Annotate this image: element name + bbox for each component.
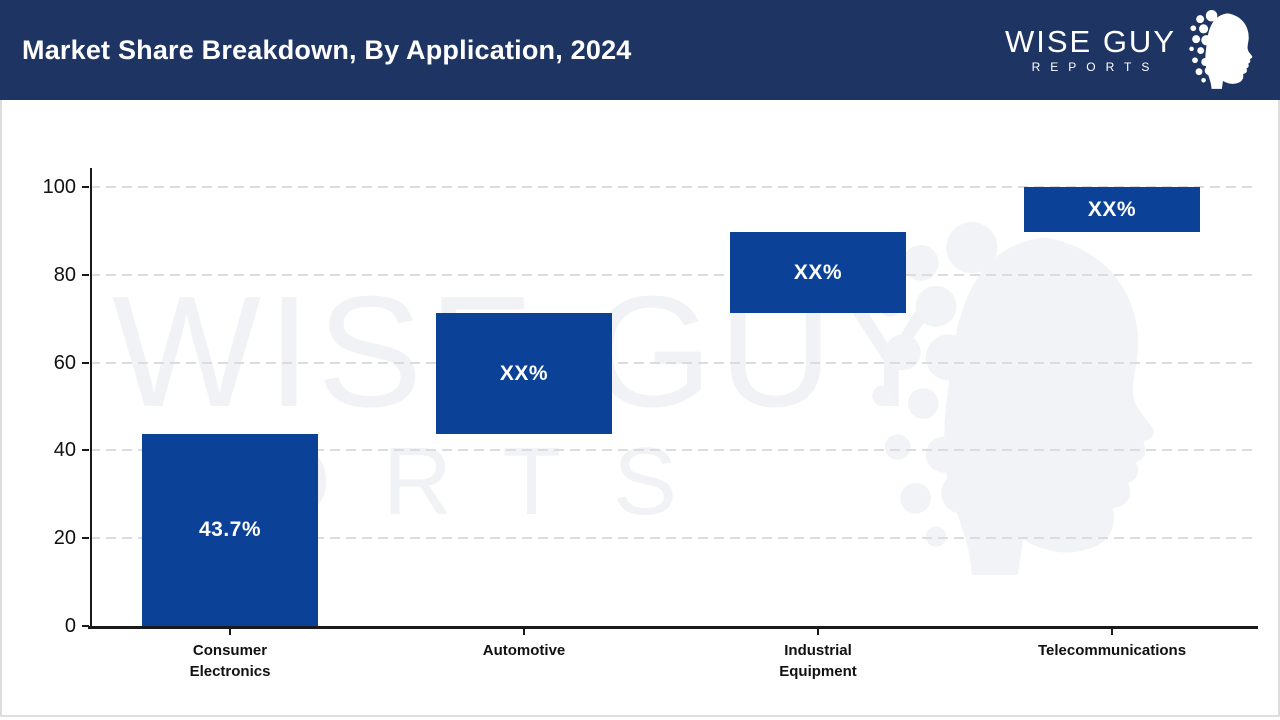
x-category-label: Telecommunications [1037, 642, 1187, 659]
y-tick-label: 60 [53, 351, 76, 374]
x-tick-mark [229, 629, 231, 635]
x-tick-mark [1111, 629, 1113, 635]
x-category-label: Consumer Electronics [189, 642, 271, 680]
x-category-label: Industrial Equipment [779, 642, 857, 680]
bar-value-label: XX% [793, 260, 843, 284]
y-tick-mark [82, 625, 89, 627]
bar-segment-3: XX% [730, 232, 906, 313]
x-tick-mark [817, 629, 819, 635]
x-axis-line [88, 626, 1258, 629]
y-tick-label: 0 [64, 615, 76, 637]
y-tick-mark [82, 361, 89, 364]
brand-name: WISE GUY [1004, 24, 1176, 59]
y-tick-mark [82, 273, 89, 276]
brand-logo: WISE GUY REPORTS [1005, 10, 1280, 90]
y-axis-line [90, 168, 92, 628]
bar-segment-2: XX% [436, 312, 612, 435]
y-tick-label: 40 [53, 439, 76, 462]
y-tick-label: 100 [42, 176, 76, 198]
bar-segment-1: 43.7% [142, 434, 318, 626]
gridline-20 [90, 537, 1258, 540]
y-tick-label: 20 [53, 527, 76, 550]
y-tick-mark [82, 537, 89, 540]
header-bar: Market Share Breakdown, By Application, … [0, 0, 1280, 100]
bar-value-label: XX% [499, 361, 549, 385]
watermark-head-icon [872, 222, 1154, 575]
y-tick-mark [82, 186, 89, 188]
brand-logo-text: WISE GUY REPORTS [1004, 24, 1176, 75]
x-category-label: Automotive [482, 642, 566, 659]
gridline-60 [90, 361, 1258, 364]
y-tick-mark [82, 449, 89, 452]
bar-value-label: XX% [1087, 197, 1137, 221]
page-title: Market Share Breakdown, By Application, … [22, 34, 632, 65]
brand-subname: REPORTS [1031, 60, 1160, 74]
gridline-80 [90, 273, 1258, 276]
x-tick-mark [523, 629, 525, 635]
gridline-100 [90, 186, 1258, 188]
brand-head-icon [1189, 10, 1253, 89]
y-tick-label: 80 [53, 263, 76, 286]
bar-segment-4: XX% [1024, 187, 1200, 233]
gridline-40 [90, 449, 1258, 452]
bar-value-label: 43.7% [198, 518, 262, 542]
